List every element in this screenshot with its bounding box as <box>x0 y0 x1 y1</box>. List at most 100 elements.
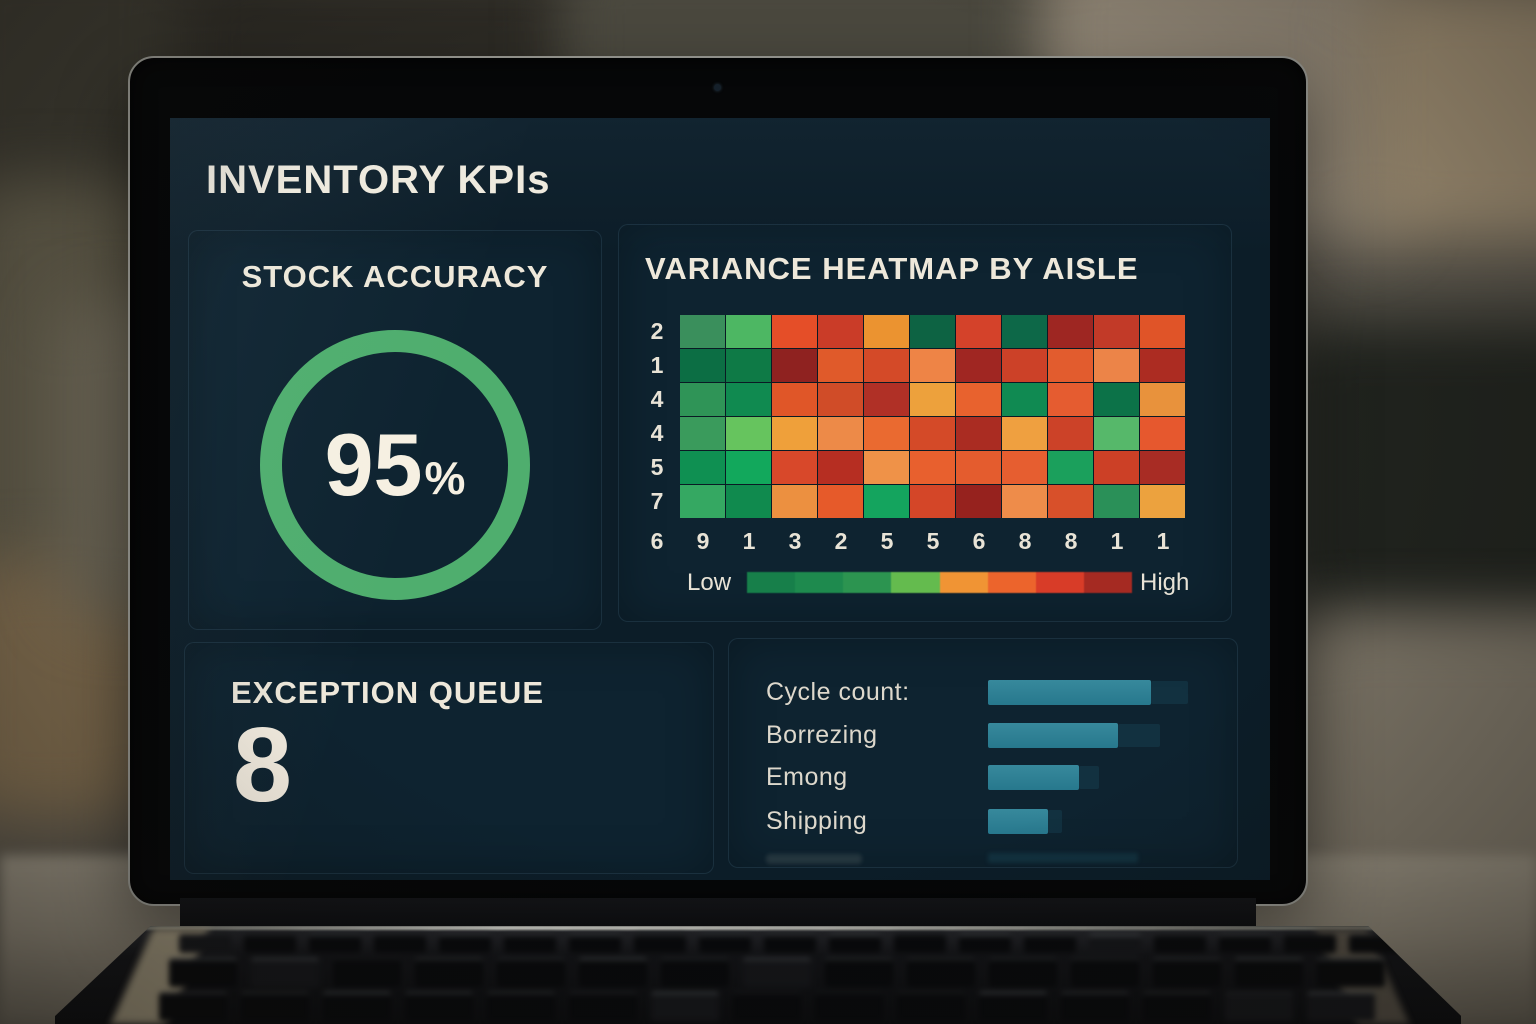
keyboard-key <box>815 992 884 1021</box>
laptop-lid: INVENTORY KPIs STOCK ACCURACY 95 % VARIA… <box>128 56 1308 906</box>
exception-queue-value: 8 <box>233 706 292 824</box>
keyboard-key <box>415 958 484 987</box>
keyboard-key <box>159 992 228 1021</box>
heatmap-cell <box>864 315 909 348</box>
bar-row: Emong <box>729 763 1237 793</box>
heatmap-cell <box>1140 485 1185 518</box>
accuracy-value: 95 <box>324 415 423 514</box>
bar-row: Borrezing <box>729 721 1237 751</box>
keyboard-key <box>405 992 474 1021</box>
heatmap-cell <box>1002 451 1047 484</box>
keyboard-key <box>699 934 752 953</box>
heatmap-cell <box>910 383 955 416</box>
accuracy-unit: % <box>424 452 466 504</box>
heatmap-row-label: 2 <box>650 318 664 344</box>
keyboard-key <box>1089 934 1142 953</box>
heatmap-cell <box>1048 349 1093 382</box>
keyboard-key <box>569 934 622 953</box>
bar-ghost <box>1151 681 1188 704</box>
heatmap-cell <box>1094 315 1139 348</box>
bar-fill <box>988 680 1151 705</box>
heatmap-cell <box>1094 383 1139 416</box>
heatmap-cell <box>818 485 863 518</box>
keyboard-key <box>661 958 730 987</box>
heatmap-row-label: 1 <box>650 352 664 378</box>
keyboard-key <box>374 934 427 953</box>
truncated-row-label <box>766 854 862 864</box>
heatmap-cell <box>680 315 725 348</box>
keyboard-key <box>179 934 232 953</box>
heatmap-cell <box>910 349 955 382</box>
keyboard-key <box>439 934 492 953</box>
dashboard-screen: INVENTORY KPIs STOCK ACCURACY 95 % VARIA… <box>170 118 1270 880</box>
legend-gradient-bar <box>747 572 1132 593</box>
bar-label: Cycle count: <box>766 678 910 706</box>
bar-ghost <box>1118 724 1160 747</box>
heatmap-cell <box>910 485 955 518</box>
heatmap-cell <box>1094 349 1139 382</box>
webcam-icon <box>714 84 721 91</box>
exception-queue-title: EXCEPTION QUEUE <box>231 675 544 710</box>
heatmap-col-label: 6 <box>972 528 986 554</box>
bar-fill <box>988 809 1048 834</box>
accuracy-ring-gauge: 95 % <box>260 330 530 600</box>
laptop-keyboard-deck <box>55 926 1461 1024</box>
keyboard-key <box>1284 934 1337 953</box>
heatmap-cell <box>956 485 1001 518</box>
heatmap-cell <box>1048 417 1093 450</box>
heatmap-cell <box>726 485 771 518</box>
heatmap-cell <box>1094 485 1139 518</box>
keyboard-key <box>333 958 402 987</box>
heatmap-cell <box>1140 451 1185 484</box>
heatmap-cell <box>1048 315 1093 348</box>
heatmap-cell <box>680 417 725 450</box>
keyboard-key <box>169 958 238 987</box>
keyboard-key <box>251 958 320 987</box>
category-bars-panel: Cycle count: Borrezing Emong Shipping <box>728 638 1238 868</box>
keyboard-key <box>979 992 1048 1021</box>
heatmap-cell <box>772 417 817 450</box>
variance-heatmap-panel: VARIANCE HEATMAP BY AISLE 2 1 4 4 5 7 6 9 1 3 2 5… <box>618 224 1232 622</box>
heatmap-col-label: 1 <box>1110 528 1124 554</box>
heatmap-cell <box>772 451 817 484</box>
keyboard-key <box>651 992 720 1021</box>
keyboard-key <box>1024 934 1077 953</box>
bar-label: Shipping <box>766 807 868 835</box>
legend-segment <box>795 572 844 593</box>
keyboard-keys <box>153 932 1402 1024</box>
heatmap-cell <box>1140 349 1185 382</box>
keyboard-key <box>894 934 947 953</box>
keyboard-key <box>1235 958 1304 987</box>
heatmap-cell <box>726 383 771 416</box>
legend-segment <box>747 572 796 593</box>
legend-segment <box>939 572 988 593</box>
heatmap-cell <box>726 349 771 382</box>
bar-row: Shipping <box>729 807 1237 837</box>
heatmap-cell <box>726 451 771 484</box>
heatmap-col-label: 8 <box>1018 528 1032 554</box>
heatmap-col-label: 9 <box>696 528 710 554</box>
keyboard-key <box>579 958 648 987</box>
keyboard-key <box>733 992 802 1021</box>
heatmap-cell <box>818 451 863 484</box>
keyboard-key <box>309 934 362 953</box>
heatmap-cell <box>1002 417 1047 450</box>
page-title: INVENTORY KPIs <box>206 158 551 202</box>
bar-label: Borrezing <box>766 721 878 749</box>
bar-row: Cycle count: <box>729 678 1237 708</box>
heatmap-cell <box>680 349 725 382</box>
keyboard-key <box>634 934 687 953</box>
keyboard-key <box>989 958 1058 987</box>
keyboard-key <box>897 992 966 1021</box>
keyboard-key <box>569 992 638 1021</box>
heatmap-cell <box>1002 315 1047 348</box>
heatmap-cell <box>864 451 909 484</box>
heatmap-cell <box>1140 315 1185 348</box>
heatmap-cell <box>772 349 817 382</box>
stock-accuracy-title: STOCK ACCURACY <box>241 259 549 294</box>
heatmap-cell <box>680 383 725 416</box>
heatmap-cell <box>956 451 1001 484</box>
legend-segment <box>987 572 1036 593</box>
keyboard-key <box>241 992 310 1021</box>
